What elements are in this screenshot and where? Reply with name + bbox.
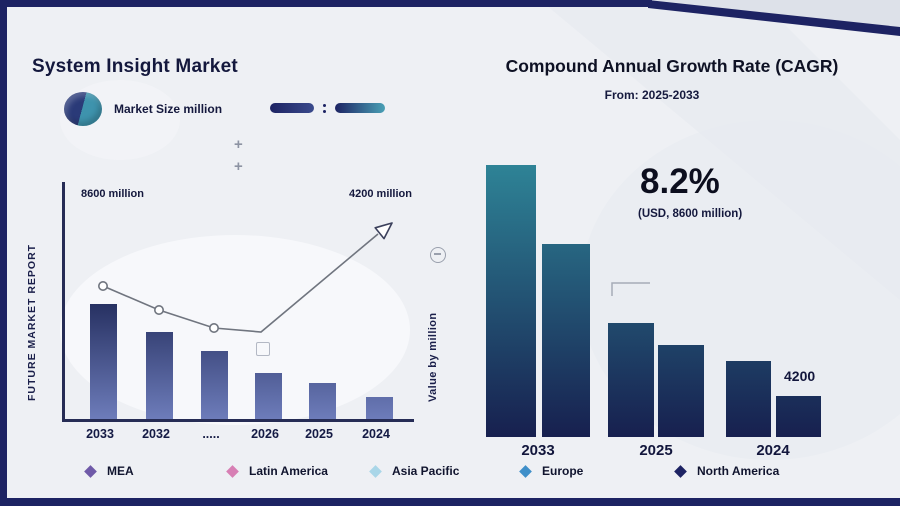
legend-diamond-icon (519, 464, 532, 478)
market-size-label: Market Size million (114, 102, 223, 116)
left-x-label-2: ..... (202, 427, 220, 441)
frame-bottom-strip (0, 498, 900, 506)
legend-item-label: Latin America (249, 464, 328, 478)
right-x-label-2033: 2033 (521, 442, 555, 459)
right-panel-subtitle: From: 2025-2033 (604, 88, 700, 102)
legend-diamond-icon (226, 464, 239, 478)
legend-diamond-icon (84, 464, 97, 478)
left-panel-title: System Insight Market (32, 56, 238, 77)
frame-left-strip (0, 0, 7, 506)
left-bar-3 (254, 373, 282, 419)
right-bar-2025-primary (608, 323, 654, 437)
bar-value-annotation: 4200 (784, 368, 816, 384)
pill-navy-icon (270, 103, 314, 113)
frame-top-strip (0, 0, 652, 7)
cagr-value: 8.2% (640, 162, 720, 201)
right-bar-2024-primary (726, 361, 771, 437)
right-panel-title: Compound Annual Growth Rate (CAGR) (505, 56, 839, 76)
pill-decoration (270, 103, 385, 113)
legend-item-label: North America (697, 464, 780, 478)
cagr-note: (USD, 8600 million) (638, 208, 743, 220)
right-bar-chart: 4200 (478, 160, 846, 437)
legend-item-label: Europe (542, 464, 584, 478)
left-bar-5 (365, 397, 393, 419)
left-bar-1 (145, 332, 173, 419)
left-chart-max-label: 8600 million (81, 188, 144, 200)
right-bars (478, 160, 846, 437)
pill-gradient-icon (335, 103, 385, 113)
left-bar-4 (308, 383, 336, 419)
plus-icon: + (234, 136, 243, 153)
right-bar-2025-secondary (658, 345, 704, 437)
square-outline-icon (256, 342, 270, 356)
circle-minus-icon (430, 247, 446, 263)
legend-diamond-icon (674, 464, 687, 478)
right-bar-2024-secondary (776, 396, 821, 437)
legend-item-europe: Europe (519, 463, 584, 479)
legend-item-latin-america: Latin America (226, 463, 328, 479)
market-size-legend: Market Size million (64, 92, 222, 126)
legend-item-label: Asia Pacific (392, 464, 460, 478)
left-x-label-1: 2032 (142, 427, 170, 441)
colon-dots-icon (323, 103, 326, 113)
legend-item-label: MEA (107, 464, 134, 478)
right-x-label-2025: 2025 (639, 442, 673, 459)
legend-item-asia-pacific: Asia Pacific (369, 463, 460, 479)
left-x-label-0: 2033 (86, 427, 114, 441)
left-chart-side-label: FUTURE MARKET REPORT (26, 243, 38, 401)
legend-item-north-america: North America (674, 463, 780, 479)
right-x-axis-labels: 2033 2025 2024 (478, 442, 846, 462)
left-x-label-3: 2026 (251, 427, 279, 441)
legend-diamond-icon (369, 464, 382, 478)
sphere-icon (64, 92, 102, 126)
region-legend: MEA Latin America Asia Pacific Europe North … (0, 463, 900, 483)
left-bar-2 (200, 351, 228, 419)
right-x-label-2024: 2024 (756, 442, 790, 459)
right-chart-side-label: Value by million (427, 312, 439, 402)
left-chart-end-label: 4200 million (349, 188, 412, 200)
left-x-label-5: 2024 (362, 427, 390, 441)
left-bar-0 (89, 304, 117, 419)
legend-item-mea: MEA (84, 463, 134, 479)
right-bar-2033-primary (486, 165, 536, 437)
plus-icon: + (234, 158, 243, 175)
left-bars (65, 182, 414, 419)
trend-line-arrow-icon (97, 222, 393, 334)
left-bar-chart: 8600 million 4200 million (62, 182, 414, 422)
left-x-axis-labels: 2033 2032..... 2026 2025 2024 (62, 427, 414, 445)
left-x-label-4: 2025 (305, 427, 333, 441)
right-bar-2033-secondary (542, 244, 590, 437)
